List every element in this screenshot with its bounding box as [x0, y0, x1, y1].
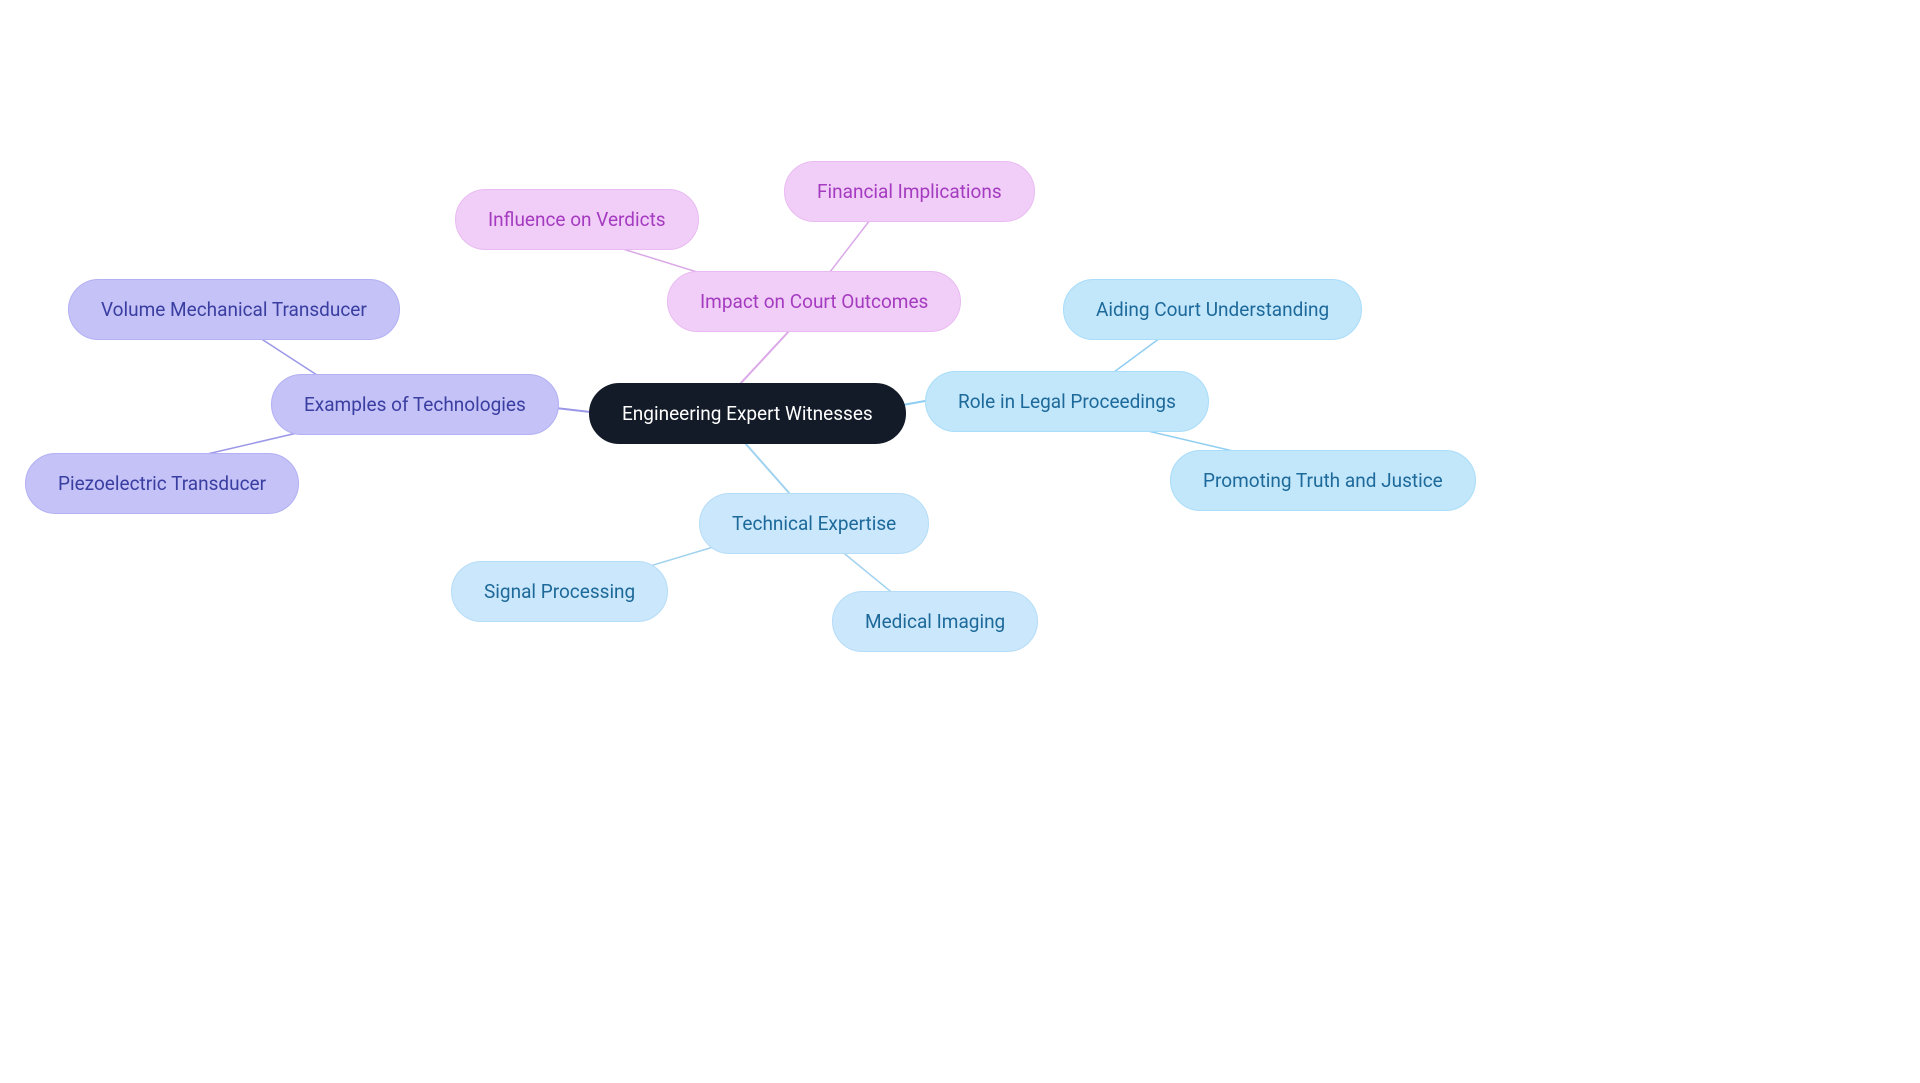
node-financial-label: Financial Implications: [817, 180, 1002, 203]
node-center[interactable]: Engineering Expert Witnesses: [589, 383, 906, 444]
node-piezo-label: Piezoelectric Transducer: [58, 472, 266, 495]
node-role[interactable]: Role in Legal Proceedings: [925, 371, 1209, 432]
node-volume[interactable]: Volume Mechanical Transducer: [68, 279, 400, 340]
node-signal[interactable]: Signal Processing: [451, 561, 668, 622]
node-influence[interactable]: Influence on Verdicts: [455, 189, 699, 250]
node-examples-label: Examples of Technologies: [304, 393, 526, 416]
node-piezo[interactable]: Piezoelectric Transducer: [25, 453, 299, 514]
node-aiding[interactable]: Aiding Court Understanding: [1063, 279, 1362, 340]
node-impact-label: Impact on Court Outcomes: [700, 290, 928, 313]
node-impact[interactable]: Impact on Court Outcomes: [667, 271, 961, 332]
node-technical[interactable]: Technical Expertise: [699, 493, 929, 554]
node-financial[interactable]: Financial Implications: [784, 161, 1035, 222]
node-volume-label: Volume Mechanical Transducer: [101, 298, 367, 321]
node-signal-label: Signal Processing: [484, 580, 635, 603]
node-influence-label: Influence on Verdicts: [488, 208, 666, 231]
node-role-label: Role in Legal Proceedings: [958, 390, 1176, 413]
node-technical-label: Technical Expertise: [732, 512, 896, 535]
node-medical[interactable]: Medical Imaging: [832, 591, 1038, 652]
node-truth[interactable]: Promoting Truth and Justice: [1170, 450, 1476, 511]
node-medical-label: Medical Imaging: [865, 610, 1005, 633]
node-truth-label: Promoting Truth and Justice: [1203, 469, 1443, 492]
node-examples[interactable]: Examples of Technologies: [271, 374, 559, 435]
node-aiding-label: Aiding Court Understanding: [1096, 298, 1329, 321]
node-center-label: Engineering Expert Witnesses: [622, 402, 873, 425]
